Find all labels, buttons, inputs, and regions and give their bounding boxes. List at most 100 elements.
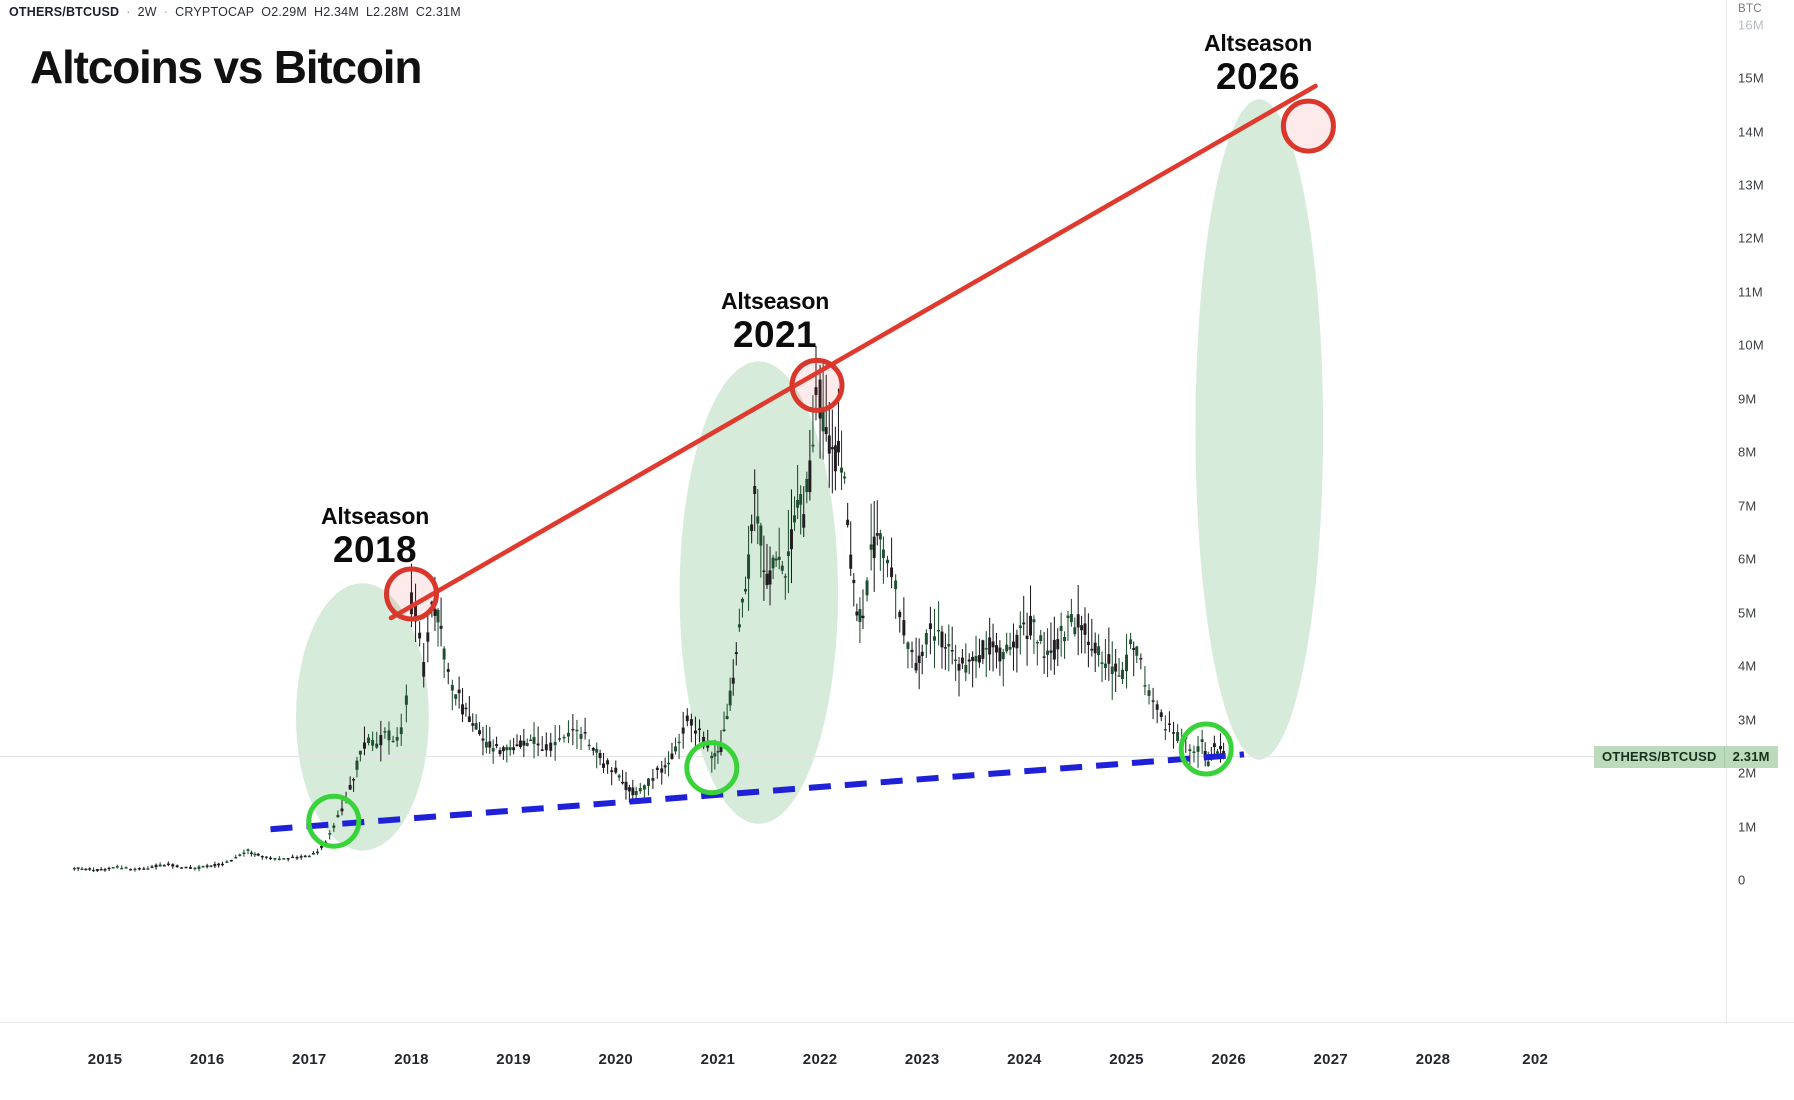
candle xyxy=(886,555,889,578)
time-tick-2026: 2026 xyxy=(1211,1051,1246,1068)
interval-label[interactable]: 2W xyxy=(137,5,157,19)
candle xyxy=(375,731,379,749)
candle xyxy=(830,409,834,494)
peak-2026[interactable] xyxy=(1280,98,1336,154)
candle xyxy=(971,651,975,688)
candle xyxy=(367,733,371,746)
bottom-2020[interactable] xyxy=(684,740,740,796)
candle xyxy=(1097,634,1101,667)
bottom-2017[interactable] xyxy=(306,793,362,849)
candle xyxy=(894,574,898,619)
candle xyxy=(246,848,250,855)
candle xyxy=(115,864,119,869)
candle xyxy=(158,862,162,867)
time-tick-2028: 2028 xyxy=(1415,1051,1451,1068)
candle xyxy=(508,739,512,756)
candle xyxy=(446,662,450,685)
time-tick-2025: 2025 xyxy=(1109,1051,1144,1068)
candle xyxy=(1086,613,1090,668)
time-axis[interactable]: 2015 2016 2017 2018 2019 2020 2021 2022 2023 2024… xyxy=(0,1022,1794,1100)
candle xyxy=(737,608,741,632)
candle xyxy=(674,737,677,755)
candle xyxy=(450,679,454,711)
candle xyxy=(852,573,856,607)
candle xyxy=(1093,632,1097,673)
candle xyxy=(336,810,340,819)
candle xyxy=(1035,640,1039,666)
candle xyxy=(677,733,681,760)
candle xyxy=(762,535,766,601)
symbol-label[interactable]: OTHERS/BTCUSD xyxy=(9,5,120,19)
candle xyxy=(840,430,843,491)
candle xyxy=(129,868,133,871)
chart-canvas xyxy=(0,83,1726,872)
candle xyxy=(725,703,729,720)
candle xyxy=(253,852,257,858)
peak-2018[interactable] xyxy=(384,566,439,622)
candle xyxy=(277,856,281,861)
candle xyxy=(286,857,290,862)
candle xyxy=(399,713,403,746)
peak-2021[interactable] xyxy=(789,357,845,413)
time-tick-2023: 2023 xyxy=(904,1051,940,1068)
candle xyxy=(72,866,76,871)
candle xyxy=(1159,709,1163,722)
source-label[interactable]: CRYPTOCAP xyxy=(175,5,255,19)
candle xyxy=(1022,595,1026,636)
candle xyxy=(685,708,689,727)
info-separator-2: · xyxy=(163,5,169,19)
candle xyxy=(906,641,910,669)
candle xyxy=(902,597,906,644)
candle xyxy=(750,514,754,544)
candle xyxy=(833,426,837,491)
candle xyxy=(457,676,461,709)
candle xyxy=(943,633,947,670)
candle xyxy=(710,751,714,773)
candle xyxy=(95,868,99,872)
candle xyxy=(937,601,941,646)
price-tick-14M: 14M xyxy=(1738,124,1764,139)
candle xyxy=(667,751,671,777)
last-price-badge[interactable]: OTHERS/BTCUSD 2.31M xyxy=(1594,745,1778,768)
candle xyxy=(120,865,124,870)
candle xyxy=(505,744,509,763)
candle xyxy=(303,854,307,858)
bottom-2025[interactable] xyxy=(1178,721,1234,777)
candle xyxy=(162,864,166,867)
price-tick-6M: 6M xyxy=(1738,551,1757,567)
candle xyxy=(1143,666,1147,696)
candle xyxy=(774,551,778,567)
resistance-trendline[interactable] xyxy=(388,83,1318,621)
candle xyxy=(1039,629,1043,645)
candle xyxy=(478,722,482,736)
candle xyxy=(260,855,264,860)
candle xyxy=(890,537,894,589)
candle xyxy=(225,860,229,863)
candle xyxy=(418,621,422,647)
candle xyxy=(316,848,319,855)
resistance-trendline-group xyxy=(388,83,1318,621)
candle xyxy=(426,612,430,663)
candle xyxy=(383,727,387,739)
candle xyxy=(933,608,936,669)
candle xyxy=(861,589,865,630)
chart-plot-area[interactable] xyxy=(0,18,1726,1022)
candle xyxy=(549,732,553,757)
candle xyxy=(1129,632,1133,649)
price-tick-7M: 7M xyxy=(1738,498,1757,514)
last-price-value: 2.31M xyxy=(1732,749,1770,764)
page-title: Altcoins vs Bitcoin xyxy=(30,41,422,93)
candle xyxy=(1042,631,1046,674)
price-axis[interactable]: BTC 16M 15M 14M 13M 12M 11M 10M 9M 8M 7M 6M 5M 4M 3M 2… xyxy=(1726,0,1794,1022)
candle xyxy=(229,859,233,862)
candle xyxy=(595,742,599,769)
chart-info-bar[interactable]: OTHERS/BTCUSD · 2W · CRYPTOCAP O2.29M H2… xyxy=(9,4,461,20)
candle xyxy=(213,861,217,869)
candle xyxy=(501,745,505,760)
candle xyxy=(1049,622,1053,671)
candle xyxy=(747,525,751,611)
candle xyxy=(811,395,815,453)
support-trendline-group xyxy=(270,751,1245,833)
support-trendline[interactable] xyxy=(270,751,1245,833)
candle xyxy=(621,769,625,785)
